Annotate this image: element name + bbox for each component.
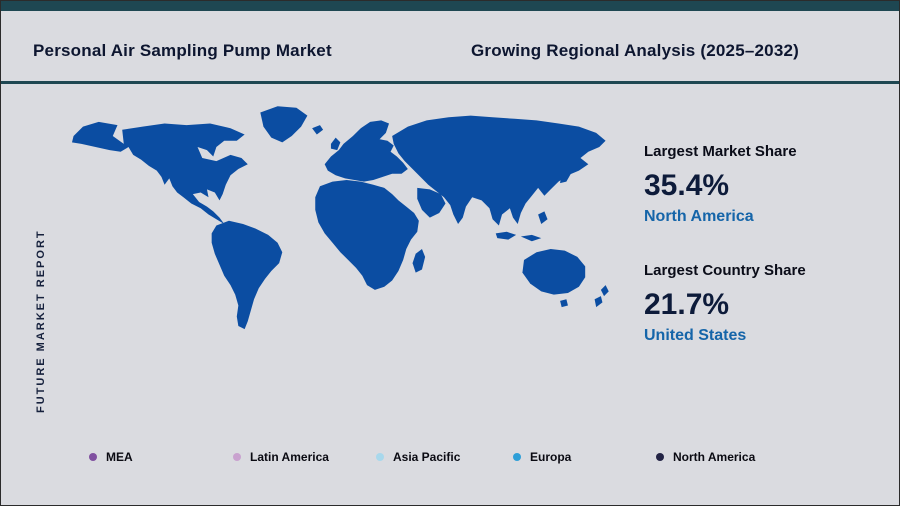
legend-label: North America: [673, 450, 756, 464]
brand-vertical-text: FUTURE MARKET REPORT: [35, 229, 47, 413]
legend-dot-europa: [513, 453, 521, 461]
page-title: Personal Air Sampling Pump Market: [33, 41, 332, 60]
legend-item-europa: Europa: [513, 449, 571, 465]
stat-country-share: Largest Country Share 21.7% United State…: [644, 262, 889, 345]
stat-value: 35.4%: [644, 169, 730, 202]
legend-dot-mea: [89, 453, 97, 461]
legend-label: Asia Pacific: [393, 450, 461, 464]
legend-item-north-america: North America: [656, 449, 755, 465]
legend-item-asia-pacific: Asia Pacific: [376, 449, 460, 465]
stat-label: Largest Country Share: [644, 262, 806, 279]
continents: [71, 106, 609, 330]
legend-label: MEA: [106, 450, 133, 464]
page-subtitle: Growing Regional Analysis (2025–2032): [471, 41, 800, 60]
stat-market-share: Largest Market Share 35.4% North America: [644, 143, 889, 226]
world-map-icon: [71, 106, 609, 330]
header-divider: [1, 81, 899, 84]
legend-item-mea: MEA: [89, 449, 133, 465]
legend-item-latin-america: Latin America: [233, 449, 329, 465]
legend-label: Europa: [530, 450, 572, 464]
legend-dot-north-america: [656, 453, 664, 461]
stat-region: United States: [644, 327, 747, 344]
stat-label: Largest Market Share: [644, 143, 797, 160]
stat-region: North America: [644, 208, 754, 225]
legend-dot-latin-america: [233, 453, 241, 461]
stat-value: 21.7%: [644, 288, 730, 321]
stats-panel: Largest Market Share 35.4% North America…: [644, 143, 889, 345]
legend-dot-asia-pacific: [376, 453, 384, 461]
top-accent-bar: [1, 1, 899, 11]
legend-label: Latin America: [250, 450, 329, 464]
